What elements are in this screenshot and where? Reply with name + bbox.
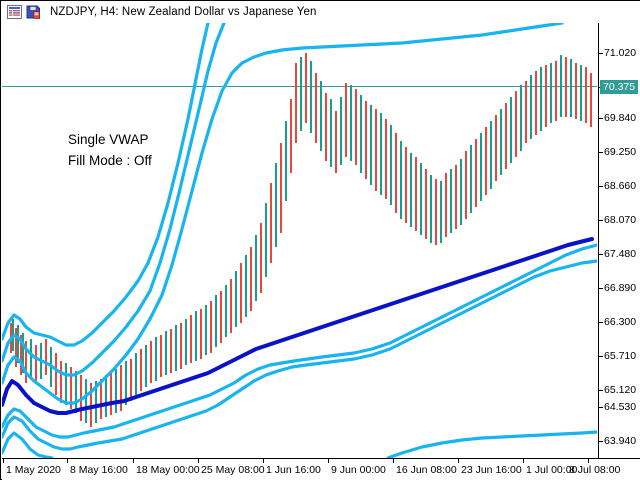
- price-label: 69.250: [604, 146, 637, 158]
- price-label: 71.020: [604, 47, 637, 59]
- price-tick: [599, 322, 603, 323]
- price-label: 65.710: [604, 350, 637, 362]
- chart-annotation: Single VWAP Fill Mode : Off: [68, 129, 152, 171]
- time-tick: [588, 459, 589, 463]
- price-tick: [599, 356, 603, 357]
- price-axis[interactable]: 71.610 71.020 70.375 69.840 69.250 68.66…: [598, 2, 640, 458]
- save-chart-icon[interactable]: [26, 5, 41, 19]
- vwap-line: [2, 237, 594, 415]
- time-tick: [458, 459, 459, 463]
- time-label: 1 May 2020: [6, 464, 61, 476]
- lower-band-2: [2, 259, 597, 451]
- lower-band-3-left: [2, 431, 54, 458]
- time-label: 8 May 16:00: [70, 464, 128, 476]
- price-label: 67.480: [604, 248, 637, 260]
- time-tick: [263, 459, 264, 463]
- time-axis[interactable]: 1 May 2020 8 May 16:00 18 May 00:00 25 M…: [2, 458, 640, 480]
- time-tick: [198, 459, 199, 463]
- chart-canvas: [2, 23, 597, 458]
- annotation-line-2: Fill Mode : Off: [68, 153, 152, 168]
- price-tick: [599, 152, 603, 153]
- time-tick: [3, 459, 4, 463]
- price-label: 64.530: [604, 401, 637, 413]
- chart-title-text: NZDJPY, H4: New Zealand Dollar vs Japane…: [50, 6, 317, 18]
- price-tick: [599, 53, 603, 54]
- price-tick: [599, 288, 603, 289]
- upper-band-3: [2, 23, 210, 347]
- time-label: 25 May 08:00: [201, 464, 265, 476]
- price-tick: [599, 220, 603, 221]
- time-tick: [133, 459, 134, 463]
- candlestick-series: [10, 53, 592, 427]
- upper-band-1: [2, 23, 564, 405]
- price-label: 68.660: [604, 180, 637, 192]
- chart-title-bar: NZDJPY, H4: New Zealand Dollar vs Japane…: [1, 1, 640, 23]
- time-label: 9 Jun 00:00: [331, 464, 386, 476]
- price-tick: [599, 407, 603, 408]
- vwap-bands: [2, 23, 597, 458]
- annotation-line-1: Single VWAP: [68, 132, 149, 147]
- price-tick: [599, 254, 603, 255]
- price-tick: [599, 390, 603, 391]
- time-label: 18 May 00:00: [136, 464, 200, 476]
- price-label: 66.300: [604, 316, 637, 328]
- time-label: 8 Jul 08:00: [569, 464, 621, 476]
- upper-band-2: [2, 23, 226, 377]
- lower-band-3-right: [386, 430, 597, 458]
- time-tick: [393, 459, 394, 463]
- price-tick: [599, 441, 603, 442]
- time-tick: [328, 459, 329, 463]
- price-label: 69.840: [604, 112, 637, 124]
- time-label: 1 Jun 16:00: [266, 464, 321, 476]
- chart-plot-area[interactable]: Single VWAP Fill Mode : Off: [2, 23, 597, 458]
- time-tick: [67, 459, 68, 463]
- data-window-icon[interactable]: [7, 5, 22, 19]
- lower-band-1: [2, 243, 597, 439]
- time-label: 1 Jul 00:00: [526, 464, 578, 476]
- price-tick: [599, 186, 603, 187]
- time-tick: [523, 459, 524, 463]
- price-label: 68.070: [604, 214, 637, 226]
- price-label: 66.890: [604, 282, 637, 294]
- price-tick: [599, 118, 603, 119]
- price-label: 63.940: [604, 435, 637, 447]
- time-label: 23 Jun 16:00: [461, 464, 522, 476]
- price-label: 65.120: [604, 384, 637, 396]
- time-label: 16 Jun 08:00: [396, 464, 457, 476]
- current-price-tag: 70.375: [600, 80, 639, 94]
